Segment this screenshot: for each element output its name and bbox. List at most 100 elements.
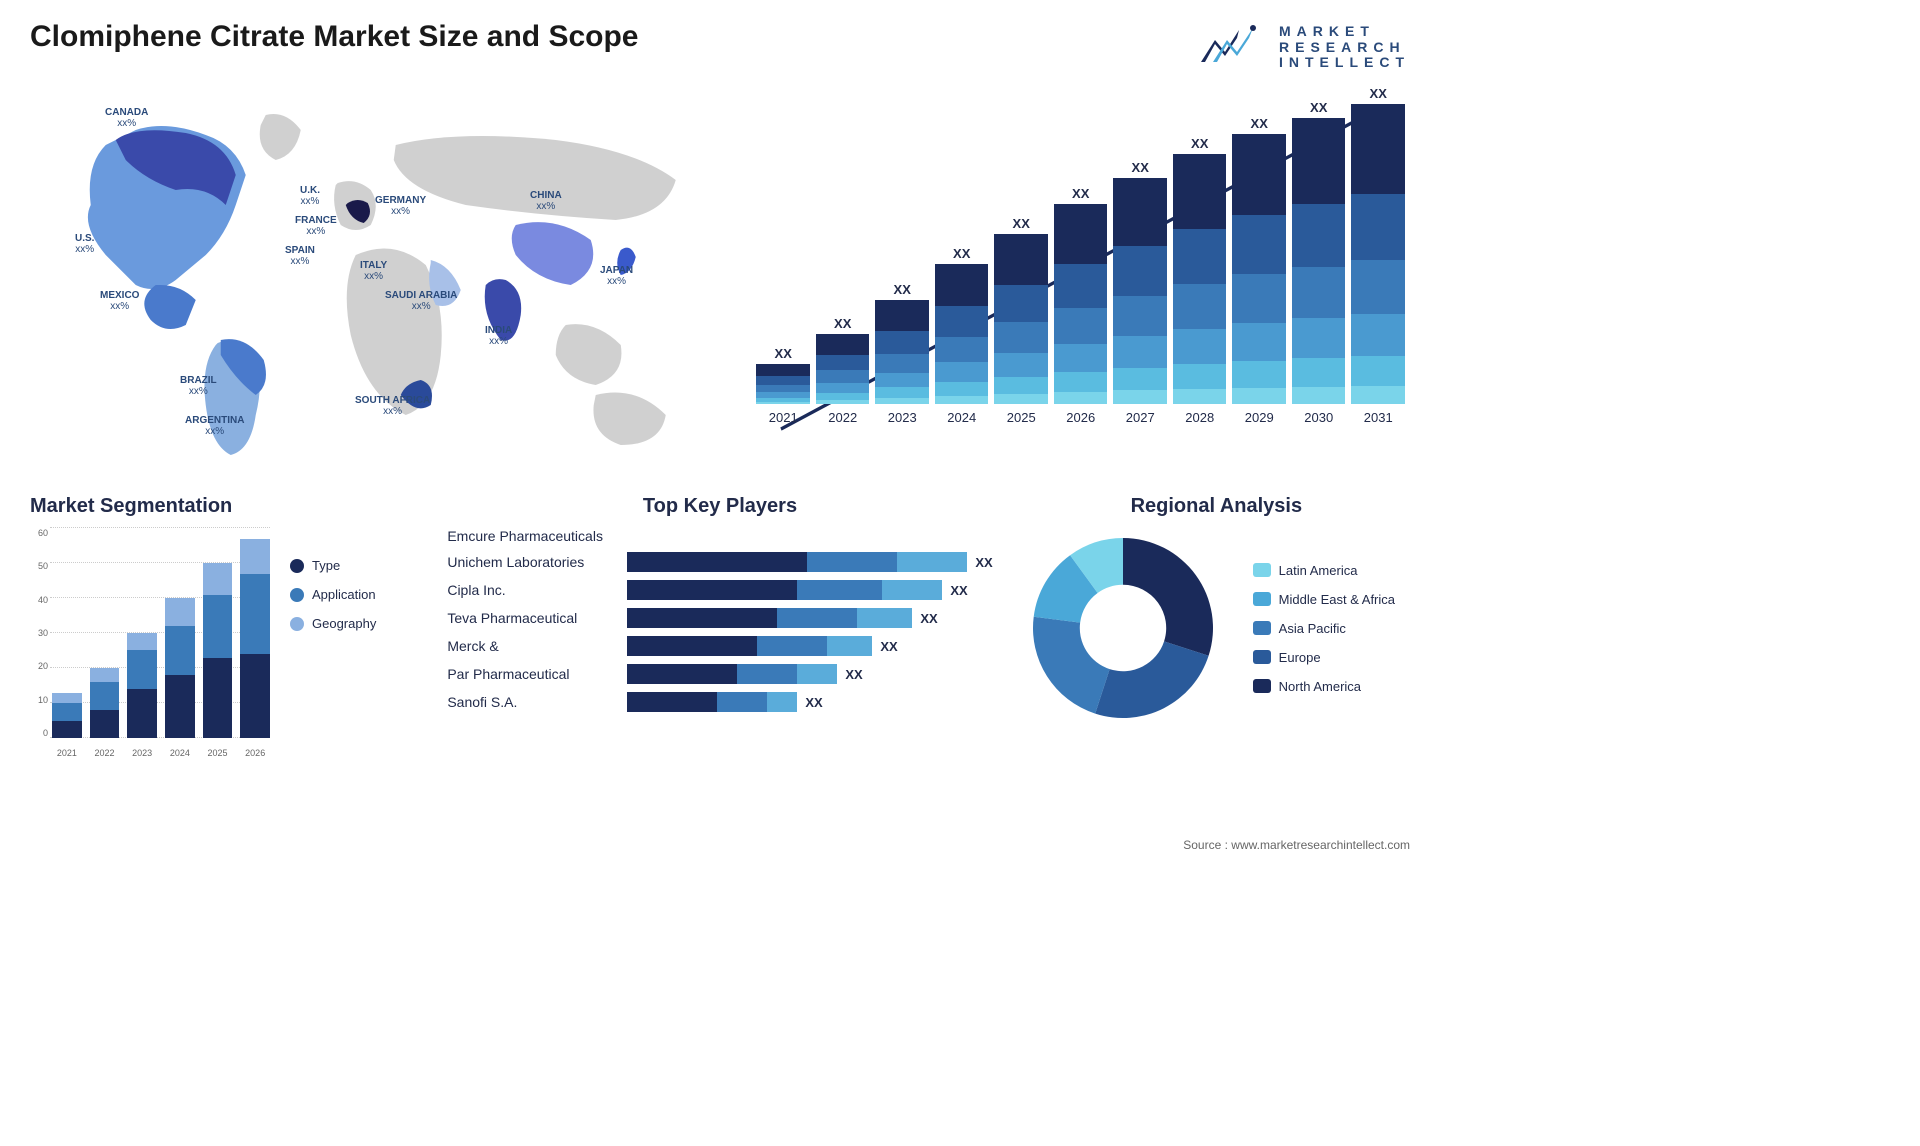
- regional-legend-item: Middle East & Africa: [1253, 592, 1395, 607]
- growth-col-2023: XX 2023: [875, 282, 929, 425]
- player-value: XX: [880, 639, 897, 654]
- player-row: Teva Pharmaceutical XX: [447, 608, 992, 628]
- map-label-germany: GERMANYxx%: [375, 195, 426, 217]
- growth-value-label: XX: [1310, 100, 1327, 115]
- regional-legend-item: North America: [1253, 679, 1395, 694]
- seg-legend-type: Type: [290, 558, 376, 573]
- player-value: XX: [805, 695, 822, 710]
- growth-col-2021: XX 2021: [756, 346, 810, 425]
- map-label-china: CHINAxx%: [530, 190, 562, 212]
- seg-col-2024: [165, 598, 195, 738]
- growth-value-label: XX: [1370, 86, 1387, 101]
- growth-value-label: XX: [953, 246, 970, 261]
- seg-col-2022: [90, 668, 120, 738]
- player-row: Merck & XX: [447, 636, 992, 656]
- growth-value-label: XX: [775, 346, 792, 361]
- regional-legend-item: Asia Pacific: [1253, 621, 1395, 636]
- player-row: Emcure Pharmaceuticals: [447, 528, 992, 544]
- regional-legend-item: Latin America: [1253, 563, 1395, 578]
- player-name: Teva Pharmaceutical: [447, 610, 617, 626]
- segmentation-chart: 0102030405060 202120222023202420252026: [30, 528, 270, 758]
- seg-legend-geography: Geography: [290, 616, 376, 631]
- map-label-france: FRANCExx%: [295, 215, 337, 237]
- player-row: Cipla Inc. XX: [447, 580, 992, 600]
- player-name: Cipla Inc.: [447, 582, 617, 598]
- seg-col-2026: [240, 539, 270, 739]
- growth-col-2025: XX 2025: [994, 216, 1048, 425]
- growth-col-2028: XX 2028: [1173, 136, 1227, 425]
- growth-value-label: XX: [1191, 136, 1208, 151]
- player-name: Sanofi S.A.: [447, 694, 617, 710]
- growth-year-label: 2026: [1066, 410, 1095, 425]
- map-label-uk: U.K.xx%: [300, 185, 320, 207]
- growth-col-2027: XX 2027: [1113, 160, 1167, 425]
- map-label-argentina: ARGENTINAxx%: [185, 415, 244, 437]
- growth-value-label: XX: [834, 316, 851, 331]
- map-label-saudiarabia: SAUDI ARABIAxx%: [385, 290, 457, 312]
- growth-year-label: 2022: [828, 410, 857, 425]
- map-label-southafrica: SOUTH AFRICAxx%: [355, 395, 430, 417]
- growth-col-2024: XX 2024: [935, 246, 989, 425]
- regional-panel: Regional Analysis Latin America Middle Ea…: [1023, 495, 1410, 775]
- player-name: Unichem Laboratories: [447, 554, 617, 570]
- growth-col-2030: XX 2030: [1292, 100, 1346, 425]
- segmentation-legend: Type Application Geography: [290, 528, 376, 758]
- map-label-italy: ITALYxx%: [360, 260, 387, 282]
- players-title: Top Key Players: [447, 495, 992, 518]
- growth-col-2026: XX 2026: [1054, 186, 1108, 425]
- player-row: Par Pharmaceutical XX: [447, 664, 992, 684]
- regional-donut: [1023, 528, 1223, 728]
- growth-value-label: XX: [1072, 186, 1089, 201]
- growth-year-label: 2025: [1007, 410, 1036, 425]
- growth-col-2031: XX 2031: [1351, 86, 1405, 425]
- map-label-us: U.S.xx%: [75, 233, 94, 255]
- regional-legend: Latin America Middle East & Africa Asia Pa…: [1253, 563, 1395, 694]
- source-text: Source : www.marketresearchintellect.com: [1183, 838, 1410, 852]
- logo-icon: [1199, 20, 1269, 75]
- seg-col-2023: [127, 633, 157, 738]
- world-map-panel: CANADAxx%U.S.xx%MEXICOxx%BRAZILxx%ARGENT…: [30, 85, 721, 475]
- players-panel: Top Key Players Emcure Pharmaceuticals Un…: [447, 495, 992, 775]
- growth-year-label: 2030: [1304, 410, 1333, 425]
- seg-col-2021: [52, 693, 82, 739]
- regional-title: Regional Analysis: [1023, 495, 1410, 518]
- player-row: Sanofi S.A. XX: [447, 692, 992, 712]
- player-name: Merck &: [447, 638, 617, 654]
- player-value: XX: [845, 667, 862, 682]
- growth-value-label: XX: [1251, 116, 1268, 131]
- player-name: Emcure Pharmaceuticals: [447, 528, 617, 544]
- logo-line2: RESEARCH: [1279, 40, 1410, 55]
- player-name: Par Pharmaceutical: [447, 666, 617, 682]
- player-value: XX: [975, 555, 992, 570]
- segmentation-title: Market Segmentation: [30, 495, 417, 518]
- map-label-india: INDIAxx%: [485, 325, 512, 347]
- growth-year-label: 2031: [1364, 410, 1393, 425]
- segmentation-panel: Market Segmentation 0102030405060 202120…: [30, 495, 417, 775]
- map-label-canada: CANADAxx%: [105, 107, 148, 129]
- seg-col-2025: [203, 563, 233, 738]
- growth-year-label: 2024: [947, 410, 976, 425]
- player-value: XX: [920, 611, 937, 626]
- player-row: Unichem Laboratories XX: [447, 552, 992, 572]
- growth-year-label: 2027: [1126, 410, 1155, 425]
- player-value: XX: [950, 583, 967, 598]
- growth-col-2029: XX 2029: [1232, 116, 1286, 425]
- growth-year-label: 2028: [1185, 410, 1214, 425]
- regional-legend-item: Europe: [1253, 650, 1395, 665]
- logo-line3: INTELLECT: [1279, 55, 1410, 70]
- growth-value-label: XX: [894, 282, 911, 297]
- growth-year-label: 2029: [1245, 410, 1274, 425]
- growth-value-label: XX: [1132, 160, 1149, 175]
- seg-legend-application: Application: [290, 587, 376, 602]
- brand-logo: MARKET RESEARCH INTELLECT: [1199, 20, 1410, 75]
- map-label-spain: SPAINxx%: [285, 245, 315, 267]
- page-title: Clomiphene Citrate Market Size and Scope: [30, 20, 638, 54]
- growth-bar-chart: XX 2021 XX 2022 XX 2023 XX 2024 XX 2025 XX 2026 XX 20…: [751, 85, 1410, 475]
- map-label-brazil: BRAZILxx%: [180, 375, 217, 397]
- growth-year-label: 2023: [888, 410, 917, 425]
- growth-value-label: XX: [1013, 216, 1030, 231]
- growth-col-2022: XX 2022: [816, 316, 870, 425]
- growth-year-label: 2021: [769, 410, 798, 425]
- logo-line1: MARKET: [1279, 24, 1410, 39]
- map-label-japan: JAPANxx%: [600, 265, 633, 287]
